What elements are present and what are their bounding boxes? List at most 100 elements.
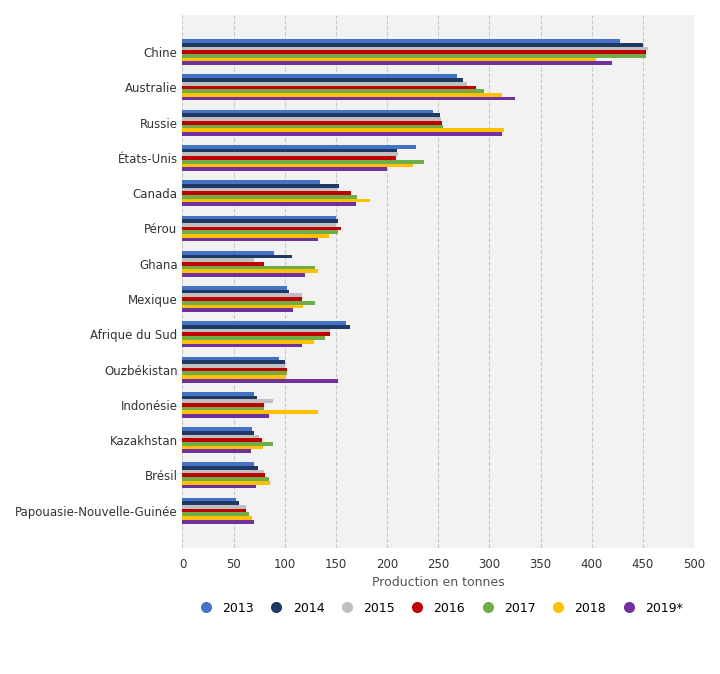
Bar <box>182 325 350 329</box>
Bar <box>182 132 502 135</box>
Bar <box>182 255 292 258</box>
Bar <box>182 399 272 403</box>
Bar <box>182 308 293 312</box>
Bar <box>182 226 341 231</box>
Bar <box>182 113 440 117</box>
Bar <box>182 117 441 121</box>
Bar <box>182 78 463 82</box>
Bar <box>182 266 315 270</box>
Bar <box>182 258 254 262</box>
Bar <box>182 516 252 520</box>
Bar <box>182 357 279 361</box>
Bar <box>182 497 235 501</box>
Bar <box>182 297 302 301</box>
Bar <box>182 329 330 332</box>
Bar <box>182 51 646 54</box>
Bar <box>182 442 272 446</box>
Bar <box>182 485 256 488</box>
Bar <box>182 47 648 51</box>
Bar <box>182 435 259 438</box>
Bar <box>182 375 286 379</box>
Bar <box>182 202 356 206</box>
Bar <box>182 121 442 125</box>
Bar <box>182 520 254 524</box>
Bar <box>182 406 264 410</box>
Bar <box>182 273 305 277</box>
Bar <box>182 505 246 509</box>
Bar <box>182 509 246 512</box>
Bar <box>182 403 264 406</box>
Bar <box>182 332 330 336</box>
Bar <box>182 301 315 305</box>
Bar <box>182 364 285 368</box>
Bar <box>182 86 476 89</box>
Bar <box>182 156 396 160</box>
Bar <box>182 368 287 371</box>
Bar <box>182 149 397 152</box>
Bar <box>182 167 387 171</box>
Bar <box>182 96 515 100</box>
X-axis label: Production en tonnes: Production en tonnes <box>372 576 505 589</box>
Bar <box>182 216 336 219</box>
Bar <box>182 392 254 396</box>
Bar <box>182 305 303 308</box>
Bar <box>182 75 456 78</box>
Bar <box>182 450 251 453</box>
Bar <box>182 438 262 442</box>
Bar <box>182 191 351 195</box>
Bar <box>182 58 595 61</box>
Bar <box>182 238 318 241</box>
Bar <box>182 152 398 156</box>
Bar <box>182 396 257 399</box>
Bar <box>182 184 339 187</box>
Bar <box>182 371 287 375</box>
Bar <box>182 125 444 128</box>
Bar <box>182 234 329 238</box>
Bar <box>182 164 413 167</box>
Bar <box>182 180 320 184</box>
Bar <box>182 61 612 65</box>
Bar <box>182 110 433 113</box>
Legend: 2013, 2014, 2015, 2016, 2017, 2018, 2019*: 2013, 2014, 2015, 2016, 2017, 2018, 2019… <box>189 596 688 619</box>
Bar <box>182 446 264 450</box>
Bar <box>182 128 504 132</box>
Bar <box>182 251 274 255</box>
Bar <box>182 223 336 226</box>
Bar <box>182 199 369 202</box>
Bar <box>182 361 285 364</box>
Bar <box>182 344 302 347</box>
Bar <box>182 321 346 325</box>
Bar <box>182 293 302 297</box>
Bar <box>182 231 338 234</box>
Bar <box>182 414 269 418</box>
Bar <box>182 481 271 485</box>
Bar <box>182 501 239 505</box>
Bar <box>182 262 264 266</box>
Bar <box>182 431 254 435</box>
Bar <box>182 82 467 86</box>
Bar <box>182 474 266 477</box>
Bar <box>182 477 269 481</box>
Bar <box>182 195 357 199</box>
Bar <box>182 286 287 290</box>
Bar <box>182 512 249 516</box>
Bar <box>182 39 621 43</box>
Bar <box>182 290 289 293</box>
Bar <box>182 427 252 431</box>
Bar <box>182 187 338 191</box>
Bar <box>182 89 485 93</box>
Bar <box>182 340 315 344</box>
Bar <box>182 145 415 149</box>
Bar <box>182 336 325 340</box>
Bar <box>182 54 646 58</box>
Bar <box>182 43 643 47</box>
Bar <box>182 470 264 474</box>
Bar <box>182 219 338 223</box>
Bar <box>182 410 318 414</box>
Bar <box>182 160 424 164</box>
Bar <box>182 379 338 383</box>
Bar <box>182 462 254 466</box>
Bar <box>182 270 318 273</box>
Bar <box>182 93 502 96</box>
Bar <box>182 466 258 470</box>
